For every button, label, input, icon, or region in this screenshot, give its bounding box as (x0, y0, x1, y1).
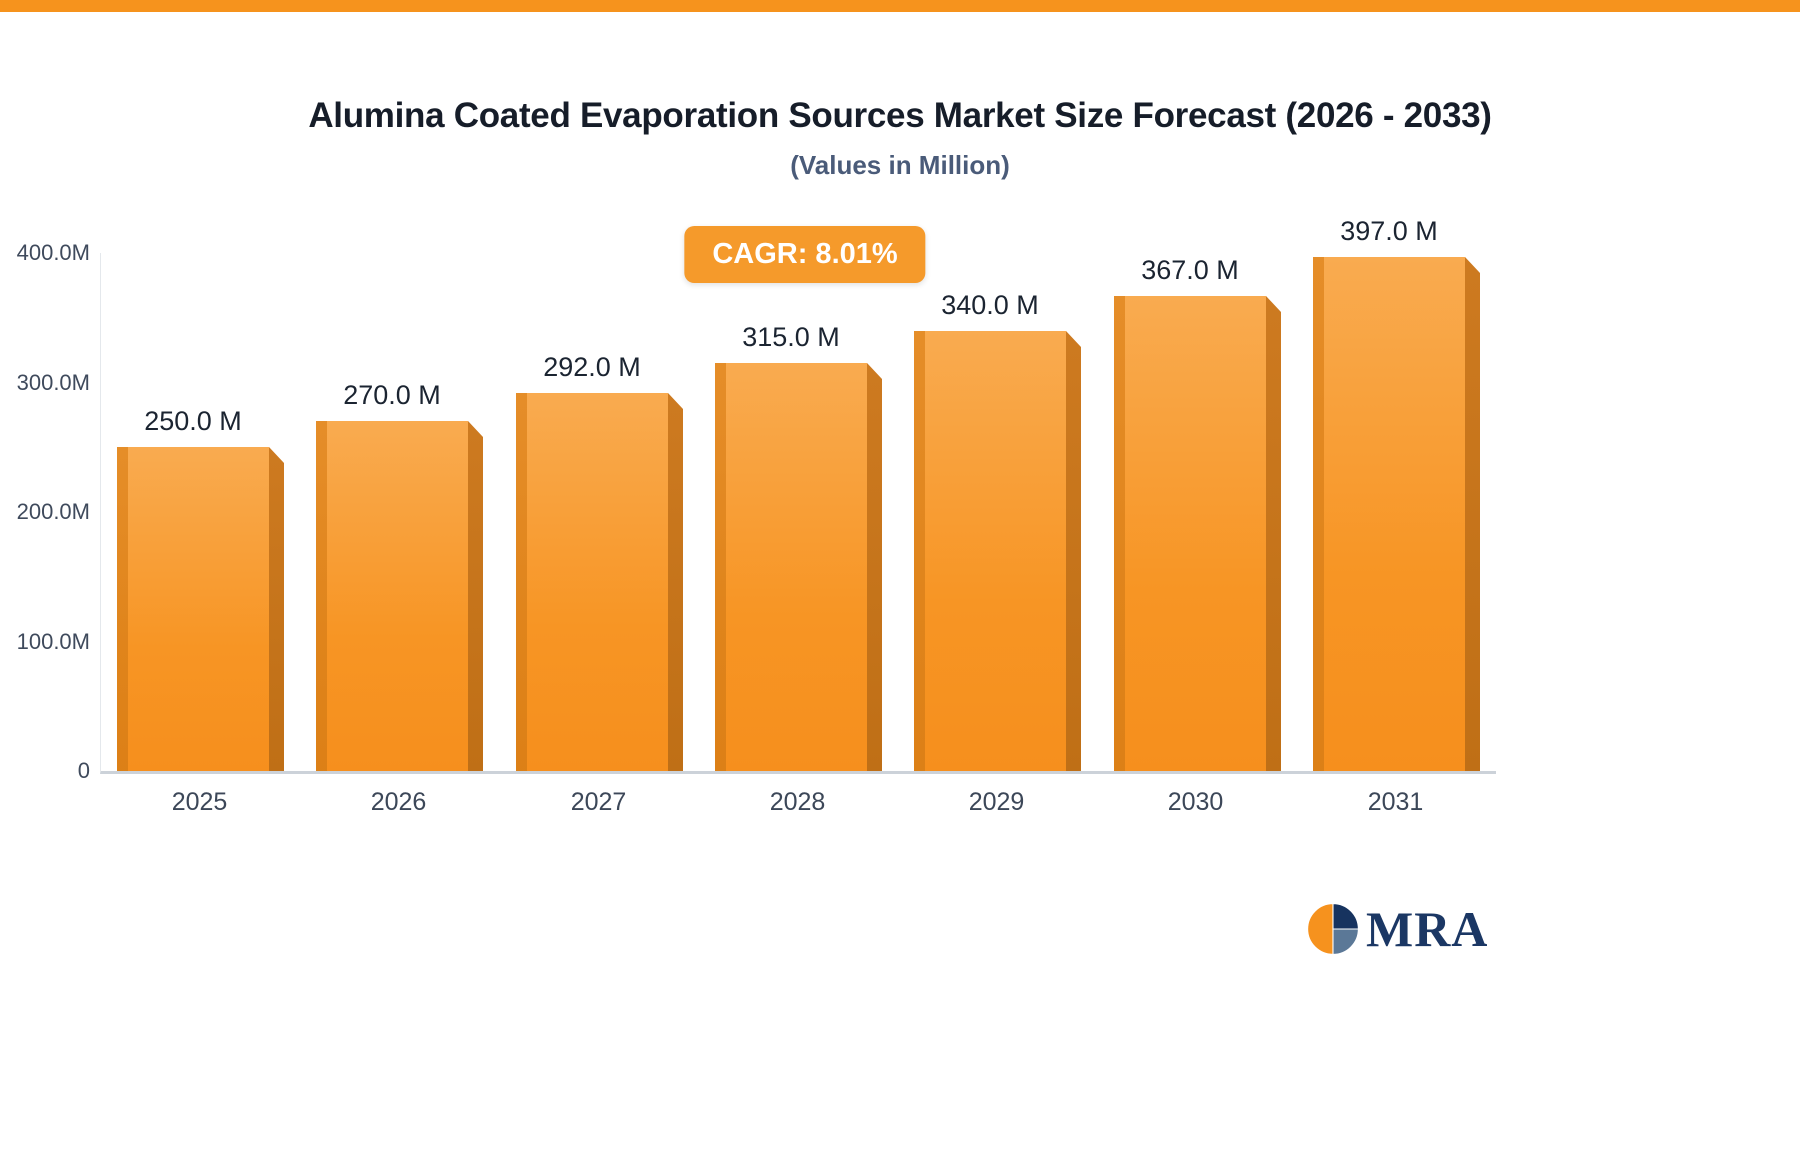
top-banner (0, 0, 1800, 12)
bar-value-label: 340.0 M (941, 290, 1039, 320)
pie-icon (1307, 903, 1359, 955)
y-tick-label: 0 (77, 758, 90, 783)
x-tick-label: 2030 (1167, 788, 1224, 816)
bar-value-label: 292.0 M (543, 352, 641, 382)
bar-2025 (117, 447, 284, 771)
y-axis: 400.0M 300.0M 200.0M 100.0M 0 (0, 240, 90, 783)
bar-2031 (1313, 257, 1480, 771)
brand-logo-text: MRA (1366, 901, 1489, 957)
bar-side-2026 (468, 421, 483, 771)
x-tick-label: 2028 (769, 788, 826, 816)
y-tick-label: 300.0M (16, 370, 90, 395)
bar-2028 (715, 363, 882, 771)
bar-value-label: 270.0 M (343, 380, 441, 410)
bar-side-2030 (1266, 296, 1281, 771)
bar-side-2025 (269, 447, 284, 771)
bar-value-label: 367.0 M (1141, 255, 1239, 285)
brand-logo: MRA (1306, 900, 1488, 958)
bar-value-label: 250.0 M (144, 406, 242, 436)
x-axis: 2025 2026 2027 2028 2029 2030 2031 (100, 788, 1495, 822)
chart-title: Alumina Coated Evaporation Sources Marke… (308, 96, 1492, 135)
bar-2030 (1114, 296, 1281, 771)
plot-area: 250.0 M 270.0 M 292.0 M 315.0 M 340.0 M 367.0… (100, 216, 1496, 774)
y-tick-label: 400.0M (16, 240, 90, 265)
x-tick-label: 2031 (1367, 788, 1424, 816)
bar-2026 (316, 421, 483, 771)
chart-subtitle: (Values in Million) (790, 150, 1010, 180)
bar-side-2028 (867, 363, 882, 771)
bar-side-2031 (1465, 257, 1480, 771)
bar-side-2029 (1066, 331, 1081, 771)
x-tick-label: 2029 (968, 788, 1025, 816)
bar-value-label: 397.0 M (1340, 216, 1438, 246)
x-tick-label: 2025 (171, 788, 228, 816)
bar-2027 (516, 393, 683, 771)
bar-side-2027 (668, 393, 683, 771)
y-tick-label: 100.0M (16, 629, 90, 654)
y-tick-label: 200.0M (16, 499, 90, 524)
x-tick-label: 2026 (370, 788, 427, 816)
x-tick-label: 2027 (570, 788, 627, 816)
cagr-badge: CAGR: 8.01% (684, 226, 926, 283)
bar-value-label: 315.0 M (742, 322, 840, 352)
bar-2029 (914, 331, 1081, 771)
